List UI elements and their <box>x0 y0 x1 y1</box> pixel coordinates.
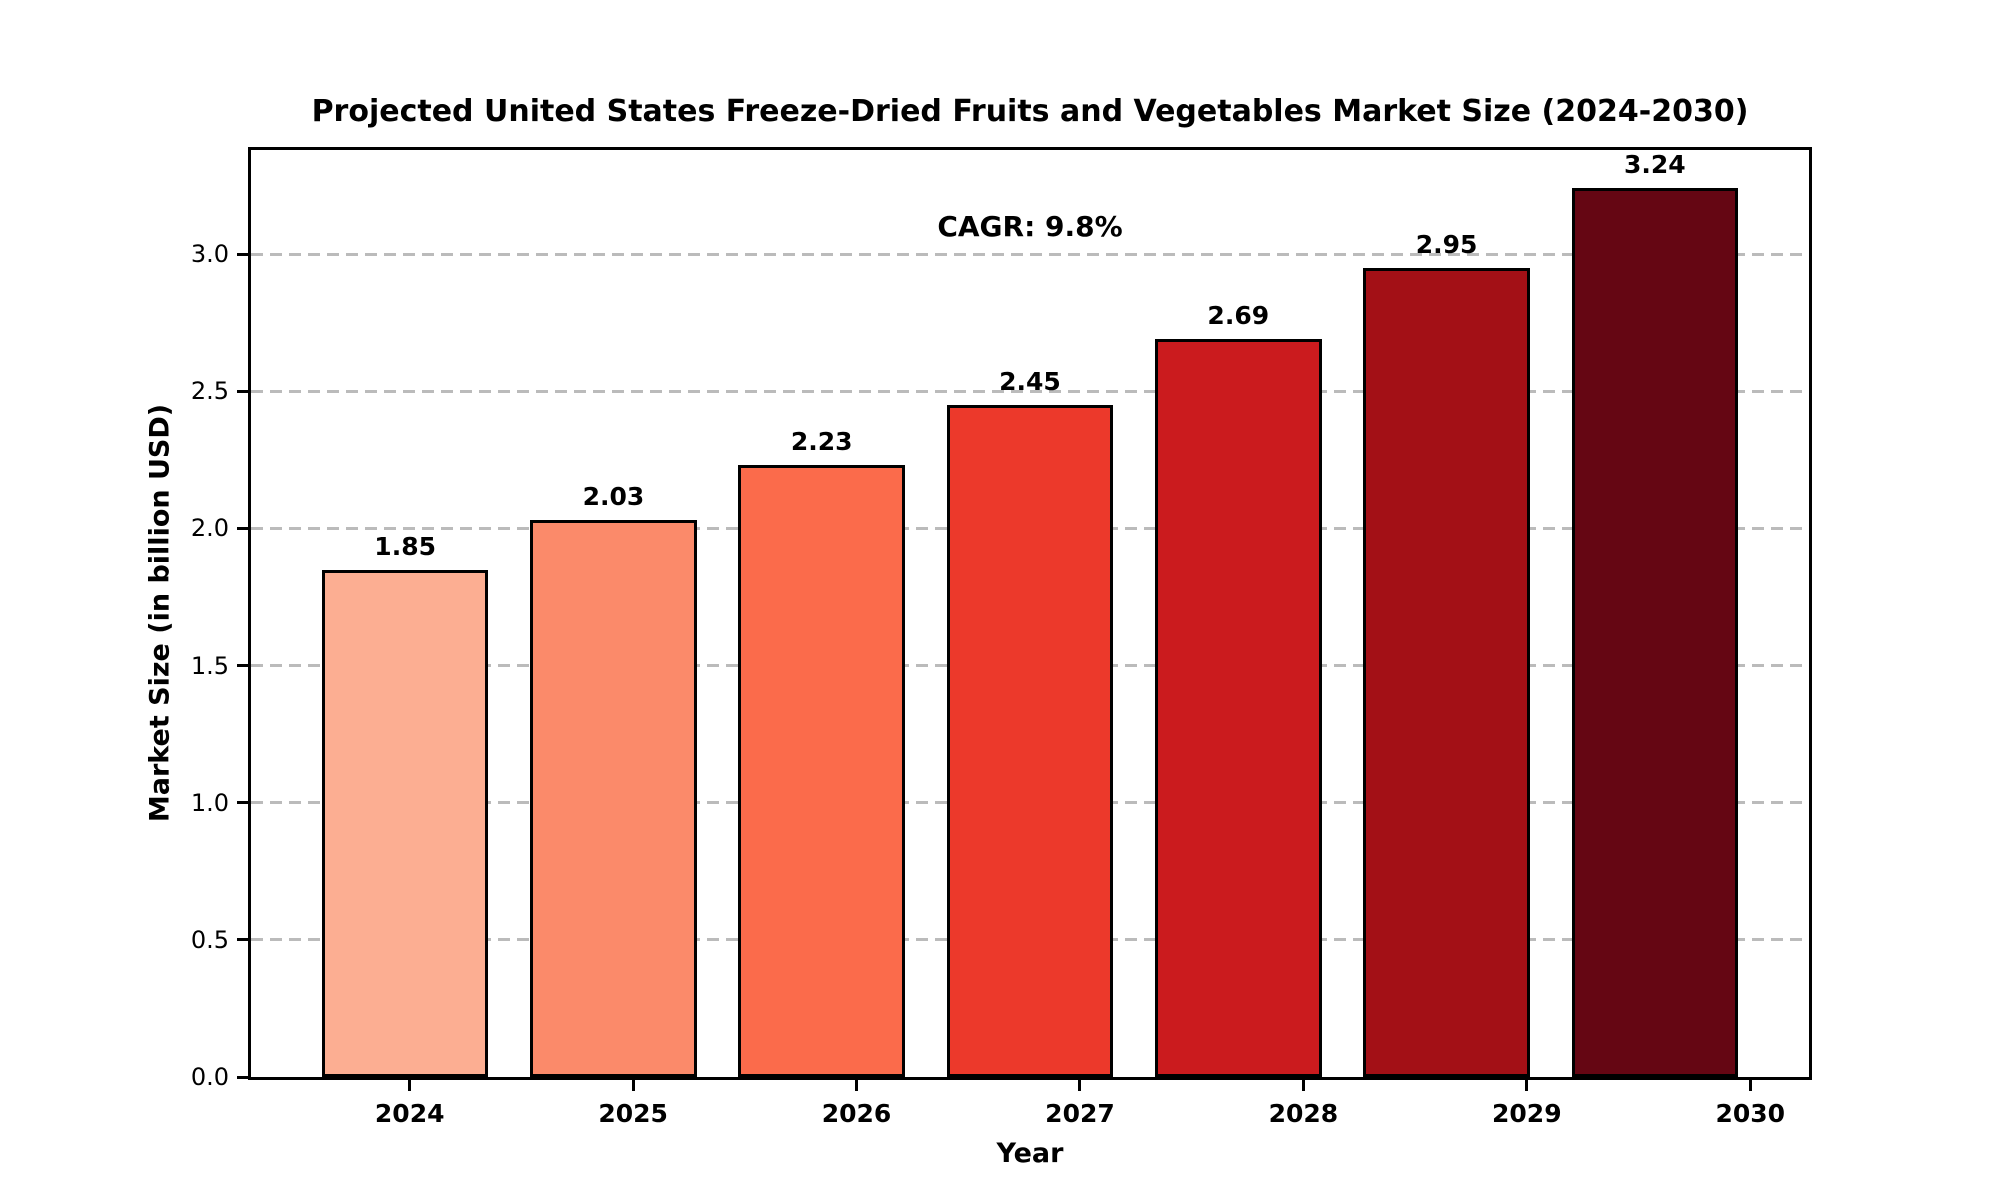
bar-value-label-2029: 2.95 <box>1415 229 1478 259</box>
bar-slot-2024: 1.85 <box>301 150 509 1077</box>
x-tick-mark <box>1525 1080 1529 1091</box>
x-tick-mark <box>1748 1080 1752 1091</box>
plot-area: 0.0 0.5 1.0 1.5 2.0 2.5 3.0 1.85 2.03 2.23 2.45 2.… <box>191 147 1812 1091</box>
x-tick-slot-2026: 2026 <box>745 1080 968 1128</box>
bar-slot-2027: 2.45 <box>926 150 1134 1077</box>
gridline-y-3 <box>251 252 1809 256</box>
bar-slot-2026: 2.23 <box>718 150 926 1077</box>
chart-title: Projected United States Freeze-Dried Fru… <box>311 94 1749 129</box>
x-tick-label-2030: 2030 <box>1715 1099 1786 1128</box>
x-tick-slot-2025: 2025 <box>521 1080 744 1128</box>
y-tick-label: 0.0 <box>190 1063 229 1091</box>
y-tick-mark <box>237 252 248 256</box>
y-tick-mark <box>237 389 248 393</box>
x-tick-mark <box>1078 1080 1082 1091</box>
bar-slot-2028: 2.69 <box>1134 150 1342 1077</box>
cagr-annotation: CAGR: 9.8% <box>937 210 1123 243</box>
x-tick-label-2028: 2028 <box>1268 1099 1339 1128</box>
x-axis-label: Year <box>996 1138 1064 1169</box>
x-tick-label-2029: 2029 <box>1492 1099 1562 1128</box>
bar-slot-2025: 2.03 <box>509 150 717 1077</box>
y-tick-mark <box>237 1075 248 1079</box>
x-tick-mark <box>1301 1080 1305 1091</box>
bar-series: 1.85 2.03 2.23 2.45 2.69 2.95 3.24 <box>251 150 1809 1077</box>
y-tick-mark <box>237 664 248 668</box>
bar-2026: 2.23 <box>738 427 906 1077</box>
x-tick-label-2026: 2026 <box>821 1099 892 1128</box>
y-tick-mark <box>237 526 248 530</box>
y-tick-label: 1.0 <box>190 788 229 817</box>
bar-value-label-2024: 1.85 <box>374 531 436 561</box>
y-tick-label: 0.5 <box>190 925 229 954</box>
bar-2030: 3.24 <box>1571 150 1739 1077</box>
bar-2028: 2.69 <box>1154 301 1322 1077</box>
y-tick-label: 2.0 <box>190 514 229 543</box>
x-tick-mark <box>631 1080 635 1091</box>
x-tick-slot-2028: 2028 <box>1192 1080 1415 1128</box>
bar-value-label-2030: 3.24 <box>1623 150 1686 180</box>
bar-2027: 2.45 <box>946 367 1114 1077</box>
y-tick-label: 1.5 <box>190 651 229 680</box>
x-tick-slot-2029: 2029 <box>1415 1080 1638 1128</box>
x-tick-label-2025: 2025 <box>598 1099 668 1128</box>
bar-slot-2029: 2.95 <box>1342 150 1550 1077</box>
gridline-y-2.5 <box>251 389 1809 393</box>
x-tick-slot-2024: 2024 <box>298 1080 521 1128</box>
x-tick-label-2027: 2027 <box>1045 1099 1115 1128</box>
bar-2024: 1.85 <box>321 532 489 1077</box>
x-axis-ticks: 2024 2025 2026 2027 2028 2029 2030 <box>248 1080 1912 1128</box>
x-tick-mark <box>855 1080 859 1091</box>
x-tick-slot-2030: 2030 <box>1639 1080 1862 1128</box>
bar-value-label-2027: 2.45 <box>999 367 1061 397</box>
x-tick-label-2024: 2024 <box>374 1099 445 1128</box>
bar-2025: 2.03 <box>530 482 697 1077</box>
bar-value-label-2028: 2.69 <box>1207 301 1270 331</box>
x-tick-mark <box>408 1080 412 1091</box>
bar-2029: 2.95 <box>1363 230 1530 1077</box>
y-tick-label: 2.5 <box>190 377 229 406</box>
x-tick-slot-2027: 2027 <box>968 1080 1191 1128</box>
bar-slot-2030: 3.24 <box>1551 150 1759 1077</box>
bar-value-label-2025: 2.03 <box>582 482 645 512</box>
y-tick-mark <box>237 801 248 805</box>
y-tick-mark <box>237 938 248 942</box>
y-tick-label: 3.0 <box>190 240 229 269</box>
y-axis-label: Market Size (in billion USD) <box>144 403 176 823</box>
bar-value-label-2026: 2.23 <box>790 427 853 457</box>
